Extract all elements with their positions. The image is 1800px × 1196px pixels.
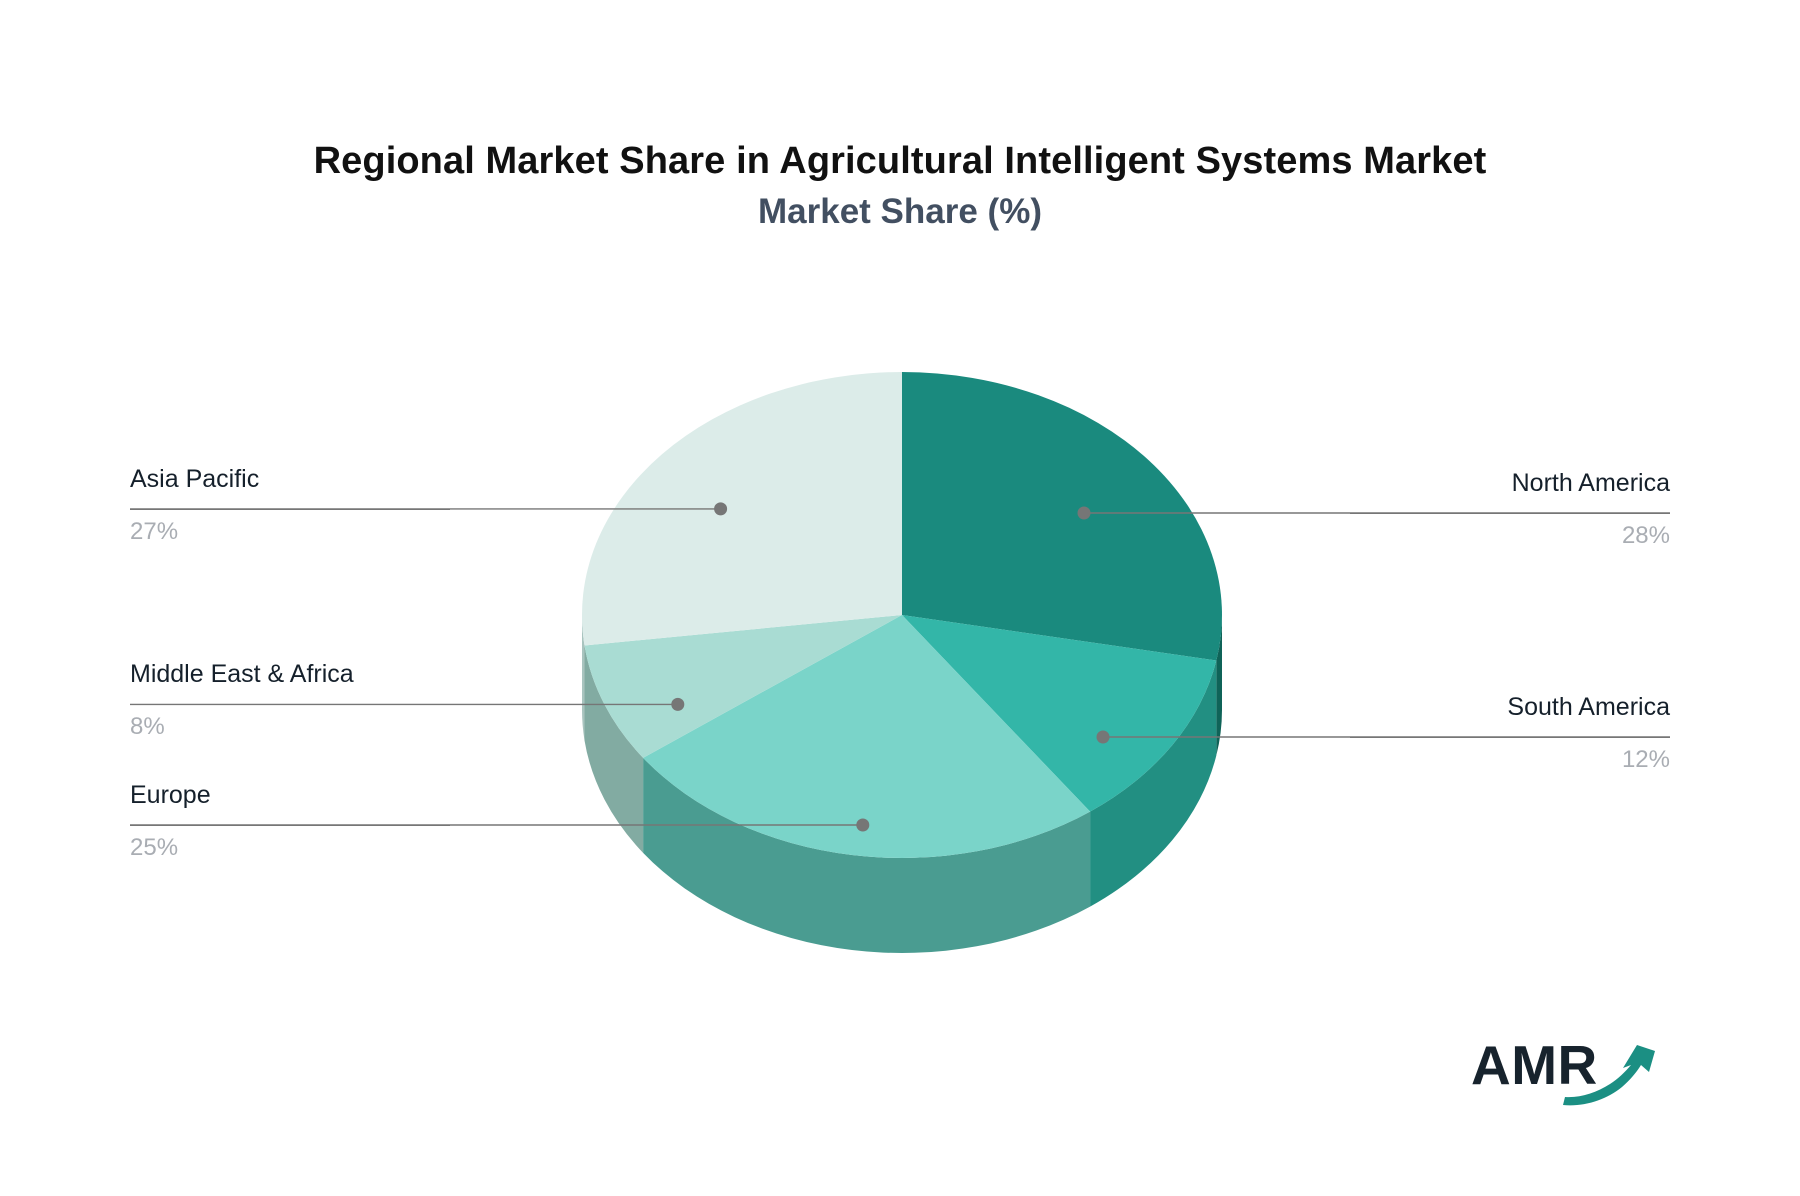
svg-text:AMR: AMR xyxy=(1471,1034,1598,1096)
